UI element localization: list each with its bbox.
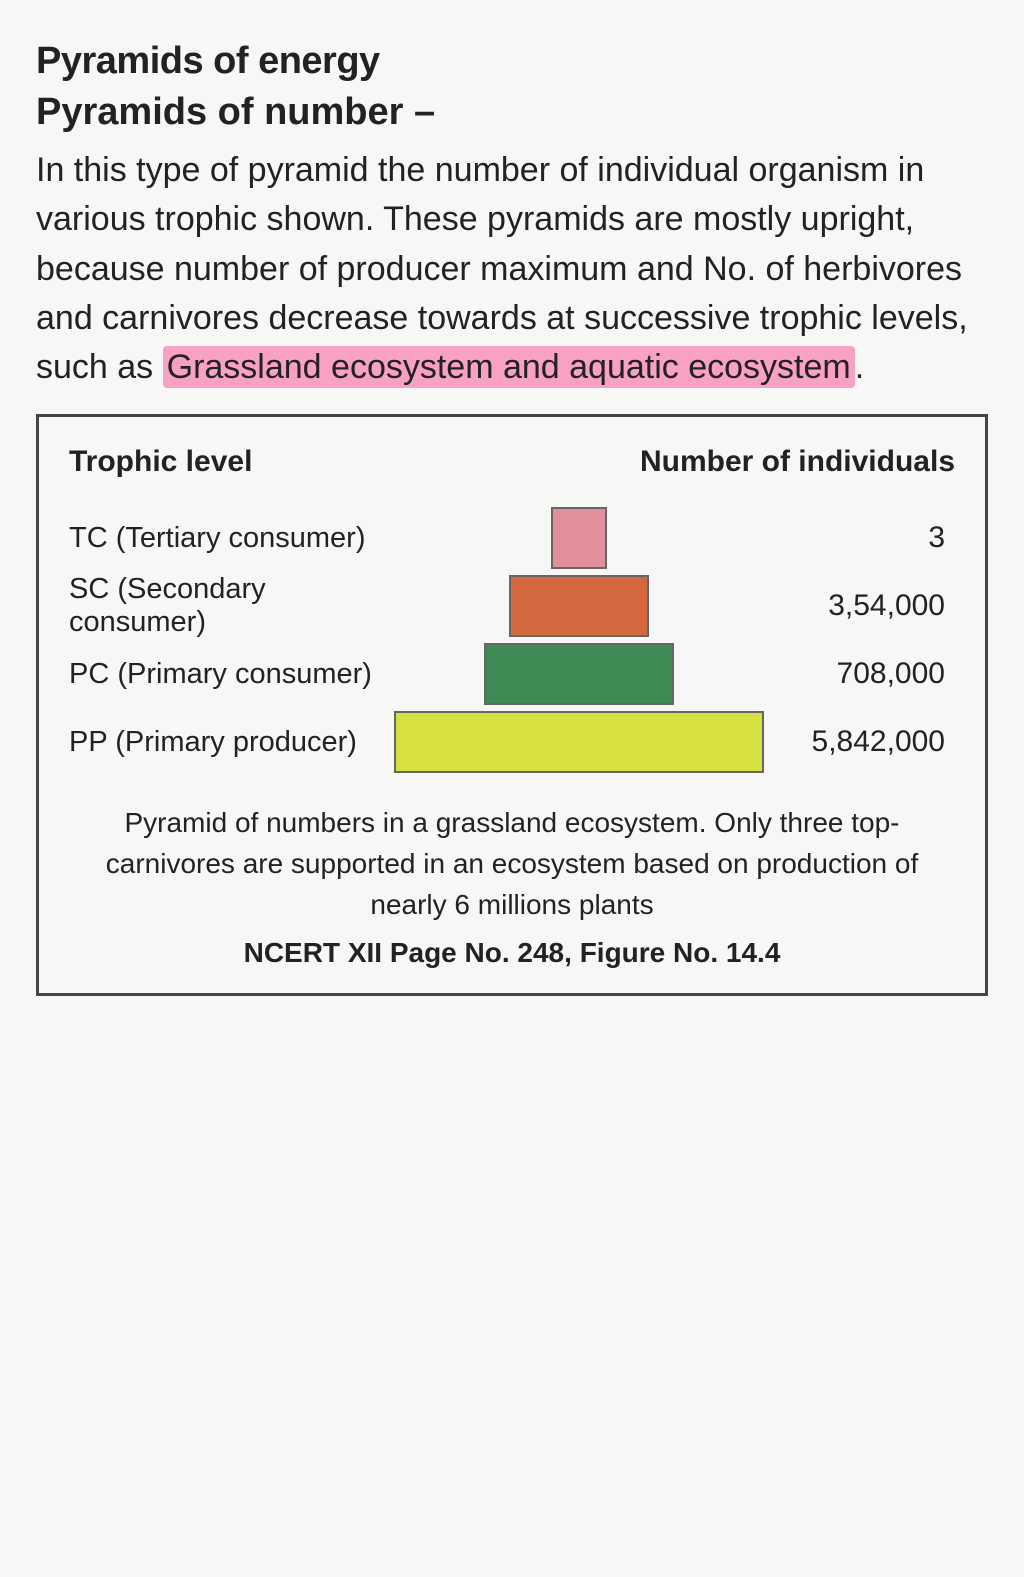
bar-cell	[389, 507, 769, 569]
individuals-count: 3	[769, 521, 955, 555]
pyramid-bar	[394, 711, 764, 773]
bar-cell	[389, 711, 769, 773]
pyramid-row: PC (Primary consumer) 708,000	[69, 643, 955, 705]
pyramid-row: PP (Primary producer) 5,842,000	[69, 711, 955, 773]
pyramid-bar	[551, 507, 607, 569]
individuals-count: 5,842,000	[769, 725, 955, 759]
trophic-label: PP (Primary producer)	[69, 726, 389, 759]
bar-cell	[389, 643, 769, 705]
pyramid-figure-box: Trophic level Number of individuals TC (…	[36, 414, 988, 996]
individuals-count: 708,000	[769, 657, 955, 691]
col-header-number: Number of individuals	[640, 445, 955, 479]
pyramid-row: SC (Secondary consumer) 3,54,000	[69, 575, 955, 637]
section-paragraph: In this type of pyramid the number of in…	[36, 146, 988, 392]
bar-cell	[389, 575, 769, 637]
pyramid-bar	[484, 643, 674, 705]
trophic-label: PC (Primary consumer)	[69, 658, 389, 691]
highlighted-text: Grassland ecosystem and aquatic ecosyste…	[163, 346, 855, 388]
pyramid-bar	[509, 575, 649, 637]
trophic-label: TC (Tertiary consumer)	[69, 522, 389, 555]
figure-caption: Pyramid of numbers in a grassland ecosys…	[69, 803, 955, 925]
pyramid-row: TC (Tertiary consumer) 3	[69, 507, 955, 569]
individuals-count: 3,54,000	[769, 589, 955, 623]
figure-reference: NCERT XII Page No. 248, Figure No. 14.4	[69, 937, 955, 969]
col-header-trophic: Trophic level	[69, 445, 252, 479]
section-title: Pyramids of number –	[36, 91, 988, 134]
figure-column-headers: Trophic level Number of individuals	[69, 445, 955, 479]
partial-prev-heading: Pyramids of energy	[36, 40, 988, 83]
trophic-label: SC (Secondary consumer)	[69, 573, 389, 639]
paragraph-text-2: .	[855, 348, 864, 386]
